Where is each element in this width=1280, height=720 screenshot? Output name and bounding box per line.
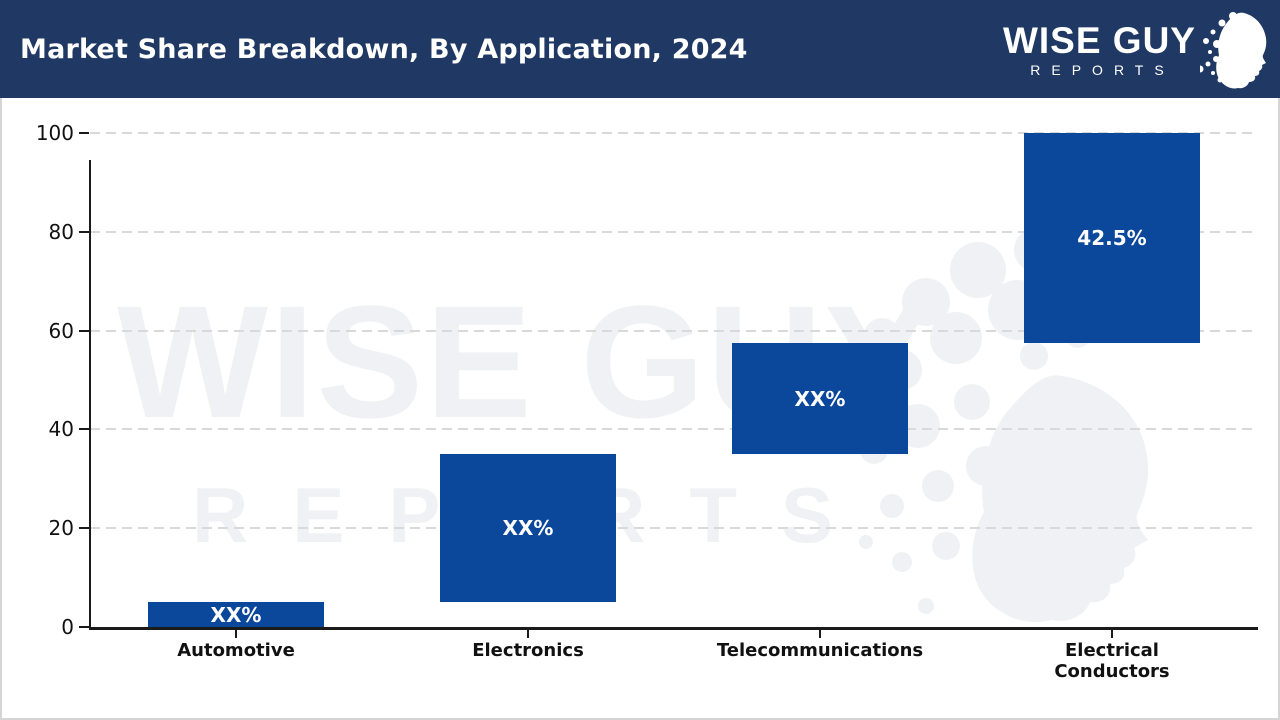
bar-telecommunications: XX% bbox=[732, 342, 908, 455]
gridline-80 bbox=[90, 230, 1258, 233]
y-tick-mark-0 bbox=[79, 626, 89, 628]
bar-electrical-conductors: 42.5% bbox=[1024, 133, 1200, 343]
bar-value-label: 42.5% bbox=[1077, 225, 1147, 250]
x-category-label-3: Electrical Conductors bbox=[1054, 640, 1170, 682]
y-tick-label-80: 80 bbox=[48, 219, 74, 244]
x-tick-mark-1 bbox=[527, 630, 529, 638]
gridline-40 bbox=[90, 428, 1258, 431]
y-tick-label-20: 20 bbox=[48, 516, 74, 541]
bar-value-label: XX% bbox=[502, 516, 554, 541]
gridline-60 bbox=[90, 329, 1258, 332]
logo-text: WISE GUY REPORTS bbox=[1003, 22, 1196, 77]
y-tick-label-40: 40 bbox=[48, 417, 74, 442]
bar-electronics: XX% bbox=[440, 454, 616, 603]
x-category-label-1: Electronics bbox=[472, 640, 584, 661]
logo-sub-text: REPORTS bbox=[1030, 61, 1175, 78]
y-tick-mark-100 bbox=[79, 132, 89, 134]
page-title: Market Share Breakdown, By Application, … bbox=[20, 33, 748, 65]
y-tick-mark-20 bbox=[79, 527, 89, 530]
header-bar: Market Share Breakdown, By Application, … bbox=[0, 0, 1280, 98]
dotted-face-icon bbox=[1200, 12, 1267, 89]
x-tick-mark-3 bbox=[1111, 630, 1113, 638]
y-tick-mark-60 bbox=[79, 329, 89, 332]
chart-panel: WISE GUY REPORTS 020406080100XX%Automoti… bbox=[0, 98, 1280, 720]
bar-chart-plot-area: 0 20 40 60 80 100 XX% Automotive XX% Electronics X… bbox=[2, 98, 1278, 718]
gridline-20 bbox=[90, 527, 1258, 530]
logo-brand-text: WISE GUY bbox=[1002, 19, 1196, 61]
bar-value-label: XX% bbox=[210, 602, 262, 627]
y-tick-mark-80 bbox=[79, 230, 89, 233]
x-tick-mark-0 bbox=[235, 630, 237, 638]
x-category-label-2: Telecommunications bbox=[716, 640, 924, 661]
gridline-100 bbox=[90, 132, 1258, 134]
wise-guy-reports-logo: WISE GUY REPORTS bbox=[1003, 7, 1270, 91]
y-tick-label-0: 0 bbox=[61, 615, 74, 639]
y-axis-spine bbox=[89, 160, 91, 630]
x-category-label-0: Automotive bbox=[177, 640, 295, 661]
x-tick-mark-2 bbox=[819, 630, 821, 638]
y-tick-mark-40 bbox=[79, 428, 89, 431]
y-tick-label-100: 100 bbox=[35, 121, 74, 145]
bar-value-label: XX% bbox=[794, 386, 846, 411]
x-axis-line bbox=[89, 627, 1258, 630]
y-tick-label-60: 60 bbox=[48, 318, 74, 343]
bar-automotive: XX% bbox=[148, 602, 324, 627]
